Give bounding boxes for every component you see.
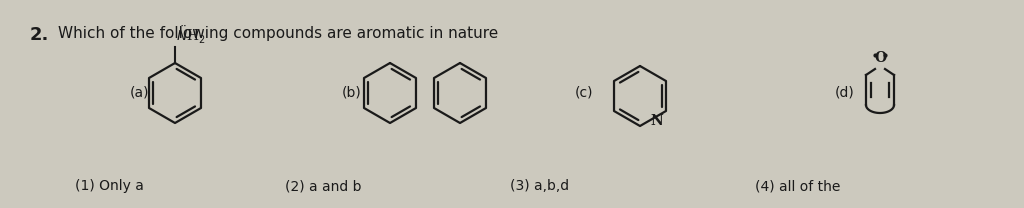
- Text: (a): (a): [130, 86, 150, 100]
- Text: (2) a and b: (2) a and b: [285, 179, 361, 193]
- Text: (d): (d): [835, 86, 855, 100]
- Text: (3) a,b,d: (3) a,b,d: [510, 179, 569, 193]
- Text: Which of the following compounds are aromatic in nature: Which of the following compounds are aro…: [58, 26, 499, 41]
- Text: (1) Only a: (1) Only a: [75, 179, 144, 193]
- Text: N: N: [650, 114, 663, 128]
- Text: (c): (c): [575, 86, 594, 100]
- Text: (4) all of the⁠: (4) all of the⁠: [755, 179, 841, 193]
- Text: 2.: 2.: [30, 26, 49, 44]
- Text: O: O: [873, 51, 886, 65]
- Text: (b): (b): [342, 86, 361, 100]
- Text: $\ddot{N}$H$_2$: $\ddot{N}$H$_2$: [176, 25, 206, 46]
